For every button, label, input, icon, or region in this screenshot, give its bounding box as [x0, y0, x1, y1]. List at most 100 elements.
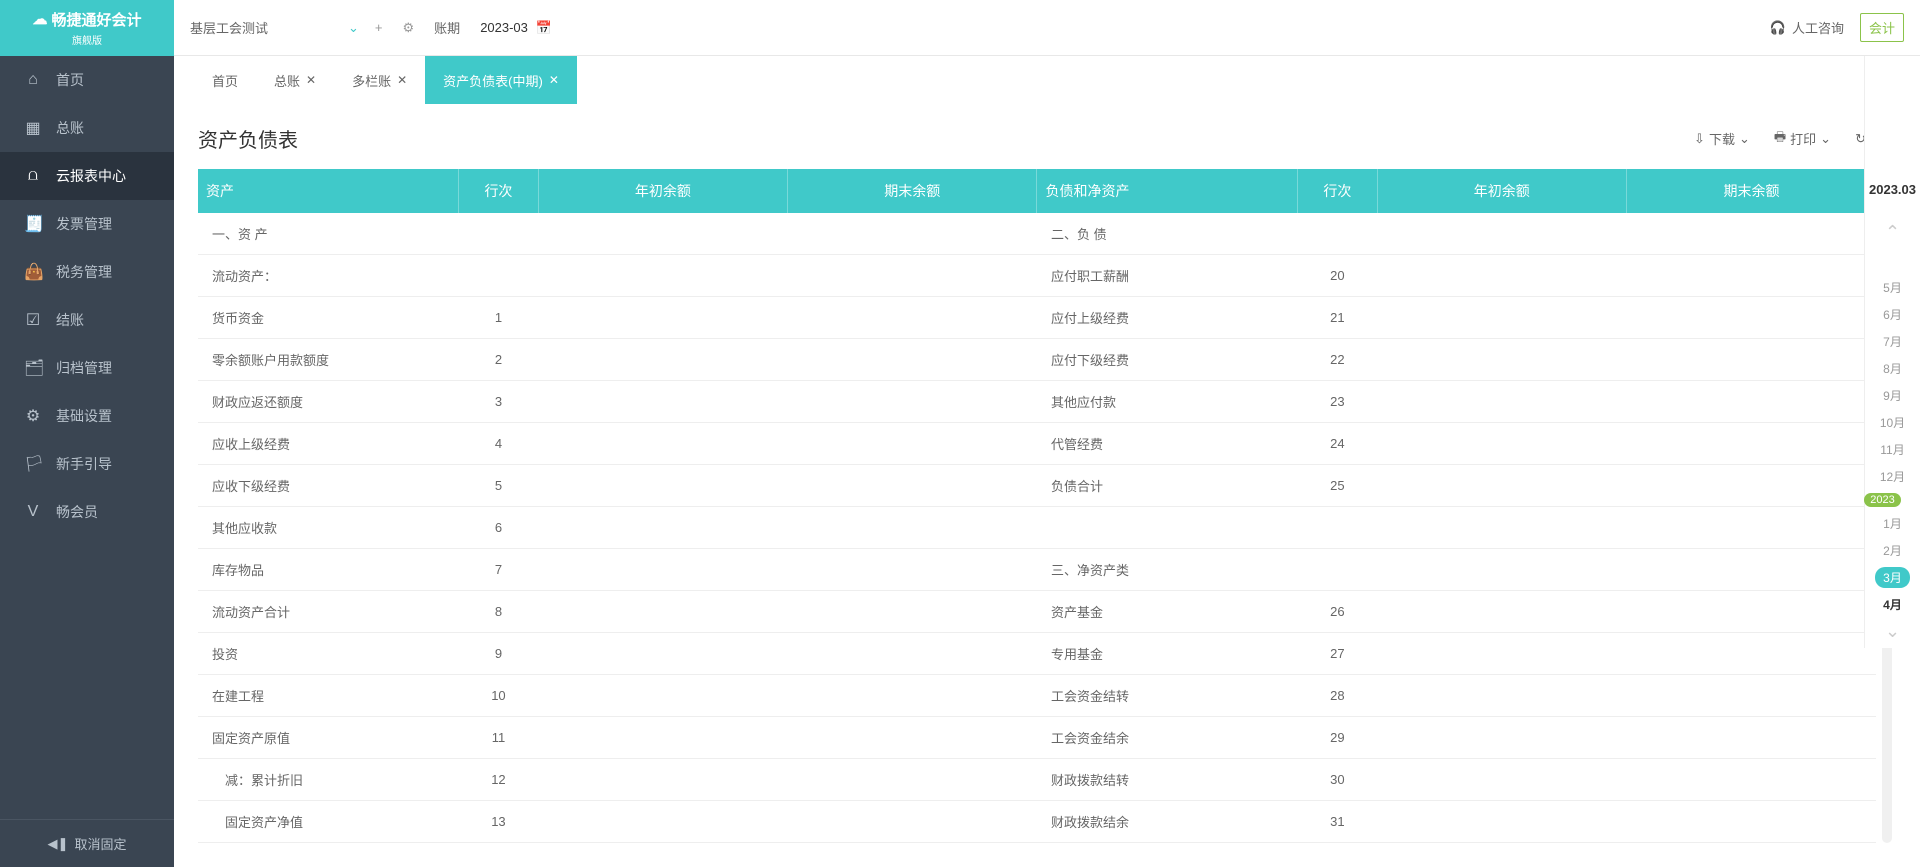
sidebar-item-8[interactable]: 🏳新手引导: [0, 440, 174, 488]
rail-month-11月[interactable]: 11月: [1874, 439, 1910, 460]
support-button[interactable]: 🎧 人工咨询: [1770, 18, 1844, 37]
unpin-icon: ◀❚: [48, 836, 69, 852]
cell-asset: 流动资产：: [198, 255, 459, 297]
rail-month-9月[interactable]: 9月: [1877, 385, 1908, 406]
cell-row2: 27: [1298, 633, 1377, 675]
tab-3[interactable]: 资产负债表(中期)✕: [425, 56, 577, 104]
rail-month-10月[interactable]: 10月: [1874, 412, 1911, 433]
th-asset: 资产: [198, 169, 459, 213]
sidebar-icon: ⚙: [24, 406, 42, 426]
sidebar-label: 结账: [56, 310, 84, 330]
table-row: 一、资 产二、负 债: [198, 213, 1876, 255]
rail-down-icon[interactable]: ⌄: [1885, 621, 1900, 642]
cell-liab: 资产基金: [1037, 591, 1298, 633]
sidebar-item-4[interactable]: 👜税务管理: [0, 248, 174, 296]
rail-month-3月[interactable]: 3月: [1875, 567, 1910, 588]
table-row: 流动资产合计8资产基金26: [198, 591, 1876, 633]
cell-pe1: [788, 507, 1037, 549]
tab-close-icon[interactable]: ✕: [397, 73, 407, 87]
sidebar-item-5[interactable]: ☑结账: [0, 296, 174, 344]
sidebar-icon: 🏳: [24, 454, 42, 474]
th-period-end2: 期末余额: [1627, 169, 1876, 213]
th-period-end: 期末余额: [788, 169, 1037, 213]
cell-row2: 31: [1298, 801, 1377, 843]
table-row: 固定资产原值11工会资金结余29: [198, 717, 1876, 759]
tab-1[interactable]: 总账 ✕: [256, 56, 334, 104]
sidebar-item-1[interactable]: ▦总账: [0, 104, 174, 152]
rail-month-2月[interactable]: 2月: [1877, 540, 1908, 561]
cell-row1: 10: [459, 675, 538, 717]
tab-0[interactable]: 首页: [194, 56, 256, 104]
cell-pe2: [1627, 465, 1876, 507]
cell-yb2: [1377, 507, 1626, 549]
chevron-down-icon: ⌄: [348, 20, 359, 36]
rail-month-5月[interactable]: 5月: [1877, 277, 1908, 298]
cell-yb1: [538, 255, 787, 297]
sidebar-item-7[interactable]: ⚙基础设置: [0, 392, 174, 440]
cell-asset: 货币资金: [198, 297, 459, 339]
cell-row1: 5: [459, 465, 538, 507]
cell-yb1: [538, 633, 787, 675]
period-value: 2023-03: [480, 20, 528, 35]
tab-label: 多栏账: [352, 71, 391, 90]
cell-row2: [1298, 213, 1377, 255]
cell-row2: 21: [1298, 297, 1377, 339]
cell-asset: 在建工程: [198, 675, 459, 717]
rail-month-1月[interactable]: 1月: [1877, 513, 1908, 534]
tab-close-icon[interactable]: ✕: [306, 73, 316, 87]
cell-row1: 3: [459, 381, 538, 423]
rail-up-icon[interactable]: ⌃: [1885, 222, 1900, 243]
table-container: 资产 行次 年初余额 期末余额 负债和净资产 行次 年初余额 期末余额 一、资 …: [198, 169, 1896, 843]
cell-liab: 应付职工薪酬: [1037, 255, 1298, 297]
cell-yb2: [1377, 801, 1626, 843]
rail-month-6月[interactable]: 6月: [1877, 304, 1908, 325]
table-row: 库存物品7三、净资产类: [198, 549, 1876, 591]
cell-pe1: [788, 381, 1037, 423]
unpin-button[interactable]: ◀❚ 取消固定: [0, 819, 174, 867]
cell-yb2: [1377, 591, 1626, 633]
rail-month-12月[interactable]: 12月: [1874, 466, 1911, 487]
rail-month-8月[interactable]: 8月: [1877, 358, 1908, 379]
cell-liab: 工会资金结转: [1037, 675, 1298, 717]
cell-liab: [1037, 507, 1298, 549]
cell-row1: 13: [459, 801, 538, 843]
plus-icon[interactable]: +: [375, 20, 383, 35]
download-button[interactable]: ⇩ 下载 ⌄: [1694, 129, 1750, 148]
tab-label: 总账: [274, 71, 300, 90]
download-icon: ⇩: [1694, 131, 1705, 147]
tab-close-icon[interactable]: ✕: [549, 73, 559, 87]
cell-yb1: [538, 507, 787, 549]
cell-liab: 财政拨款结转: [1037, 759, 1298, 801]
cell-asset: 财政应返还额度: [198, 381, 459, 423]
sidebar-item-2[interactable]: ⩍云报表中心: [0, 152, 174, 200]
print-button[interactable]: 🖶 打印 ⌄: [1774, 128, 1831, 150]
sidebar-item-9[interactable]: V畅会员: [0, 488, 174, 536]
sidebar-item-0[interactable]: ⌂首页: [0, 56, 174, 104]
sidebar-icon: 🧾: [24, 214, 42, 234]
cell-liab: 财政拨款结余: [1037, 801, 1298, 843]
cell-yb2: [1377, 633, 1626, 675]
role-badge[interactable]: 会计: [1860, 13, 1904, 42]
content-header: 资产负债表 ⇩ 下载 ⌄ 🖶 打印 ⌄ ↻ 刷新: [198, 124, 1896, 153]
tab-bar: 首页总账✕多栏账✕资产负债表(中期)✕ ✕ ⛶: [174, 56, 1920, 104]
chevron-down-icon: ⌄: [1739, 131, 1750, 147]
header-right: 🎧 人工咨询 会计: [1754, 13, 1920, 42]
org-selector[interactable]: 基层工会测试 ⌄: [190, 18, 359, 37]
period-picker[interactable]: 2023-03 📅: [480, 20, 552, 36]
cell-row2: 22: [1298, 339, 1377, 381]
brand-logo[interactable]: ☁畅捷通好会计 旗舰版: [0, 0, 174, 56]
cell-pe2: [1627, 339, 1876, 381]
cell-asset: 零余额账户用款额度: [198, 339, 459, 381]
rail-month-7月[interactable]: 7月: [1877, 331, 1908, 352]
rail-year-badge: 2023: [1864, 493, 1900, 507]
rail-month-4月[interactable]: 4月: [1877, 594, 1908, 615]
sidebar-item-3[interactable]: 🧾发票管理: [0, 200, 174, 248]
sidebar-item-6[interactable]: 🗂归档管理: [0, 344, 174, 392]
cell-pe1: [788, 801, 1037, 843]
cell-asset: 固定资产原值: [198, 717, 459, 759]
tab-2[interactable]: 多栏账 ✕: [334, 56, 425, 104]
th-row2: 行次: [1298, 169, 1377, 213]
sidebar-icon: ▦: [24, 118, 42, 138]
cell-row2: 23: [1298, 381, 1377, 423]
gear-icon[interactable]: ⚙: [403, 20, 415, 36]
